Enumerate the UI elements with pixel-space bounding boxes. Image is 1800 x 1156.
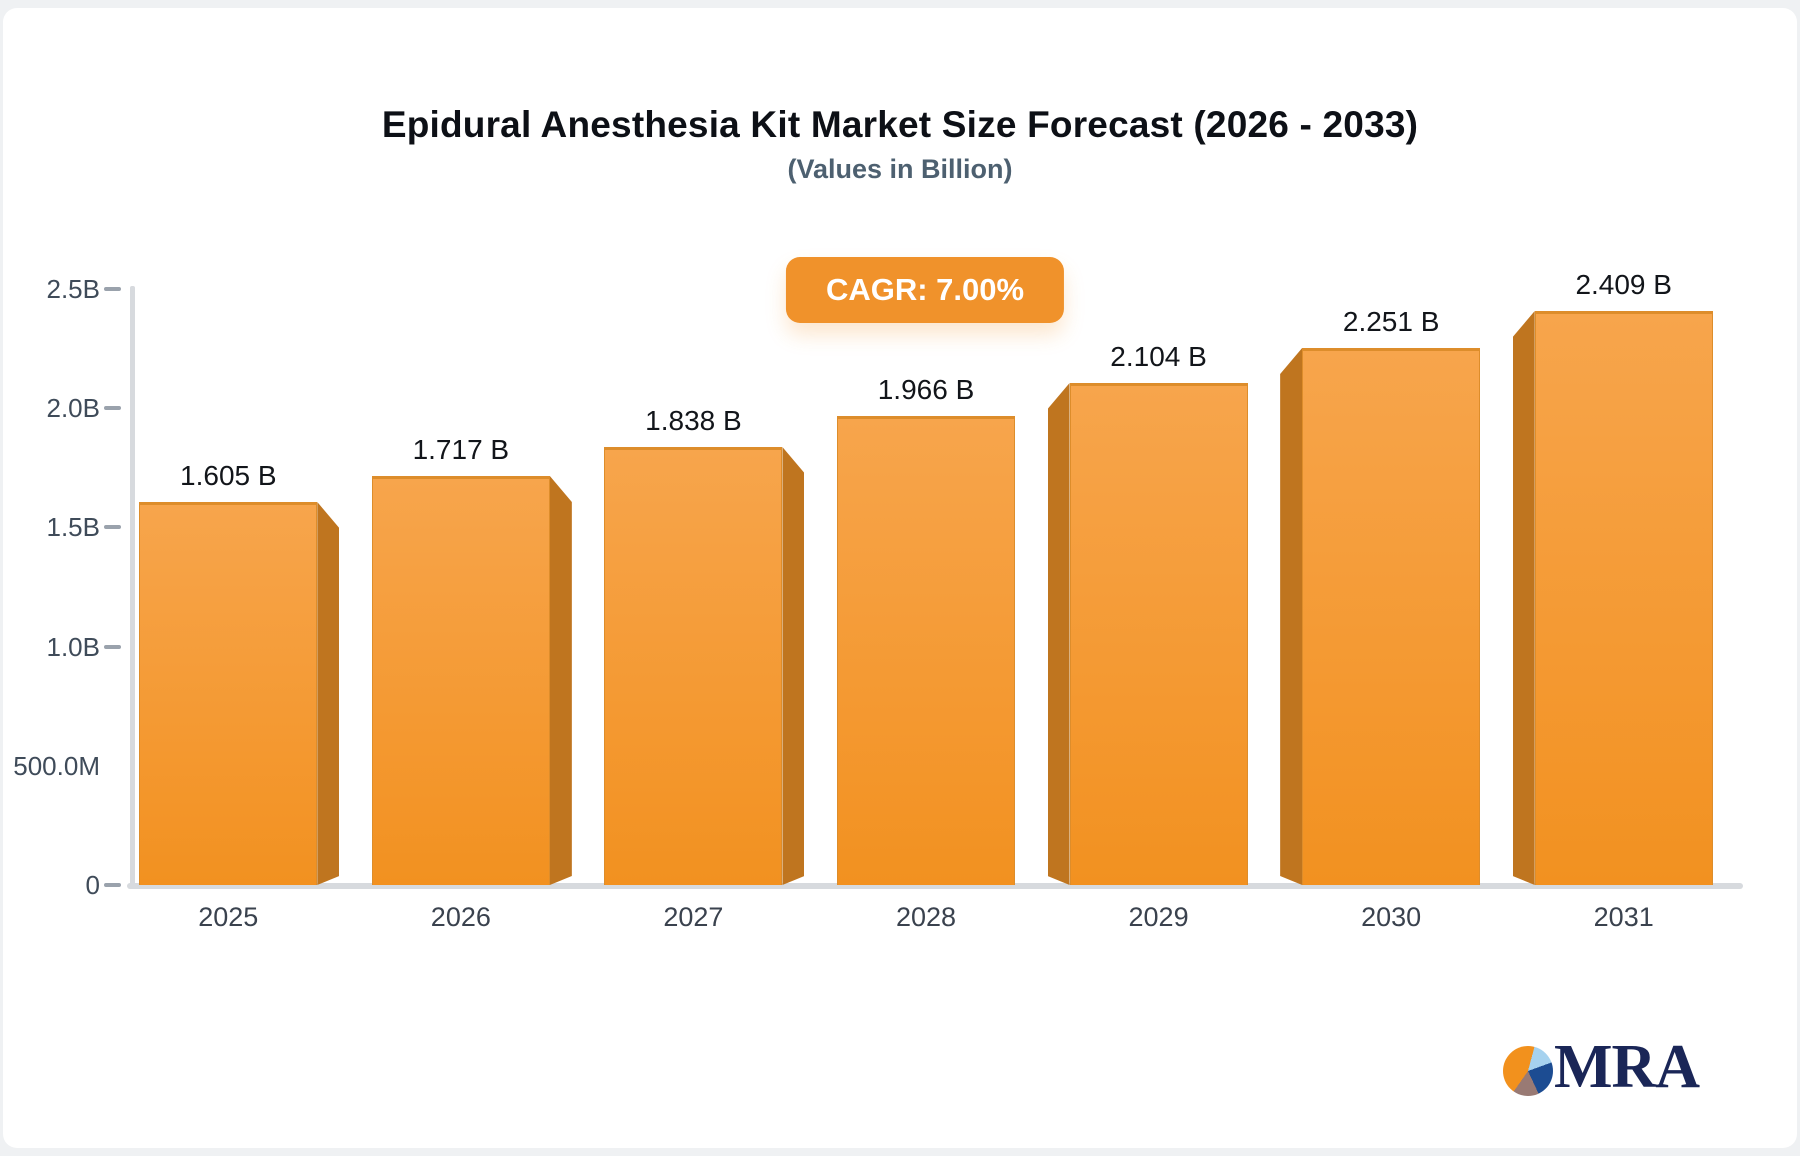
bar-3d-side — [317, 502, 339, 885]
bar-value-label: 2.251 B — [1342, 306, 1440, 337]
y-axis-tick-mark — [104, 644, 121, 649]
x-axis-label: 2028 — [895, 902, 957, 932]
bar-value-label: 2.104 B — [1110, 341, 1207, 372]
x-axis-label: 2031 — [1593, 902, 1654, 932]
bar-3d-side — [782, 447, 804, 885]
bar-value-label: 1.605 B — [180, 460, 277, 491]
bar-3d-side — [1280, 348, 1302, 885]
y-axis-tick-label: 1.0B — [46, 631, 101, 662]
y-axis-tick-mark — [104, 525, 121, 530]
pie-chart-logo-icon — [1503, 1046, 1553, 1096]
logo-text: MRA — [1554, 1033, 1700, 1101]
bar-value-label: 1.717 B — [412, 434, 510, 465]
y-axis-tick-label: 1.5B — [46, 512, 101, 543]
x-axis-label: 2026 — [430, 902, 491, 932]
bar-value-label: 1.838 B — [645, 405, 742, 436]
bar-3d-side — [1513, 311, 1535, 885]
x-axis-label: 2027 — [663, 902, 724, 932]
y-axis-tick-label: 500.0M — [13, 750, 100, 781]
y-axis-tick-mark — [104, 406, 121, 411]
bar — [837, 416, 1015, 885]
y-axis-line — [130, 286, 135, 888]
bar-3d-side — [550, 476, 572, 885]
bar — [604, 447, 783, 885]
y-axis-tick-label: 0 — [85, 870, 100, 900]
y-axis-tick-label: 2.0B — [46, 393, 101, 424]
bar — [1302, 348, 1481, 885]
x-axis-label: 2030 — [1361, 902, 1422, 932]
bar — [371, 476, 550, 885]
y-axis-tick-mark — [104, 883, 121, 887]
bar — [1069, 383, 1248, 885]
mra-logo: MRA — [1503, 1034, 1743, 1114]
chart-stage: Epidural Anesthesia Kit Market Size Fore… — [3, 8, 1797, 1148]
chart-card: Epidural Anesthesia Kit Market Size Fore… — [3, 8, 1797, 1148]
bar — [1534, 311, 1713, 885]
chart-subtitle: (Values in Billion) — [787, 154, 1013, 184]
cagr-badge: CAGR: 7.00% — [785, 257, 1065, 323]
bar-3d-side — [1048, 383, 1070, 885]
x-axis-label: 2025 — [198, 902, 259, 932]
bar-value-label: 1.966 B — [877, 374, 975, 405]
chart-title: Epidural Anesthesia Kit Market Size Fore… — [381, 104, 1419, 145]
x-axis-baseline — [127, 883, 1743, 889]
bar-value-label: 2.409 B — [1575, 269, 1672, 300]
y-axis-tick-label: 2.5B — [46, 274, 101, 304]
y-axis-tick-mark — [104, 287, 121, 291]
x-axis-label: 2029 — [1128, 902, 1189, 932]
bar — [139, 502, 318, 885]
